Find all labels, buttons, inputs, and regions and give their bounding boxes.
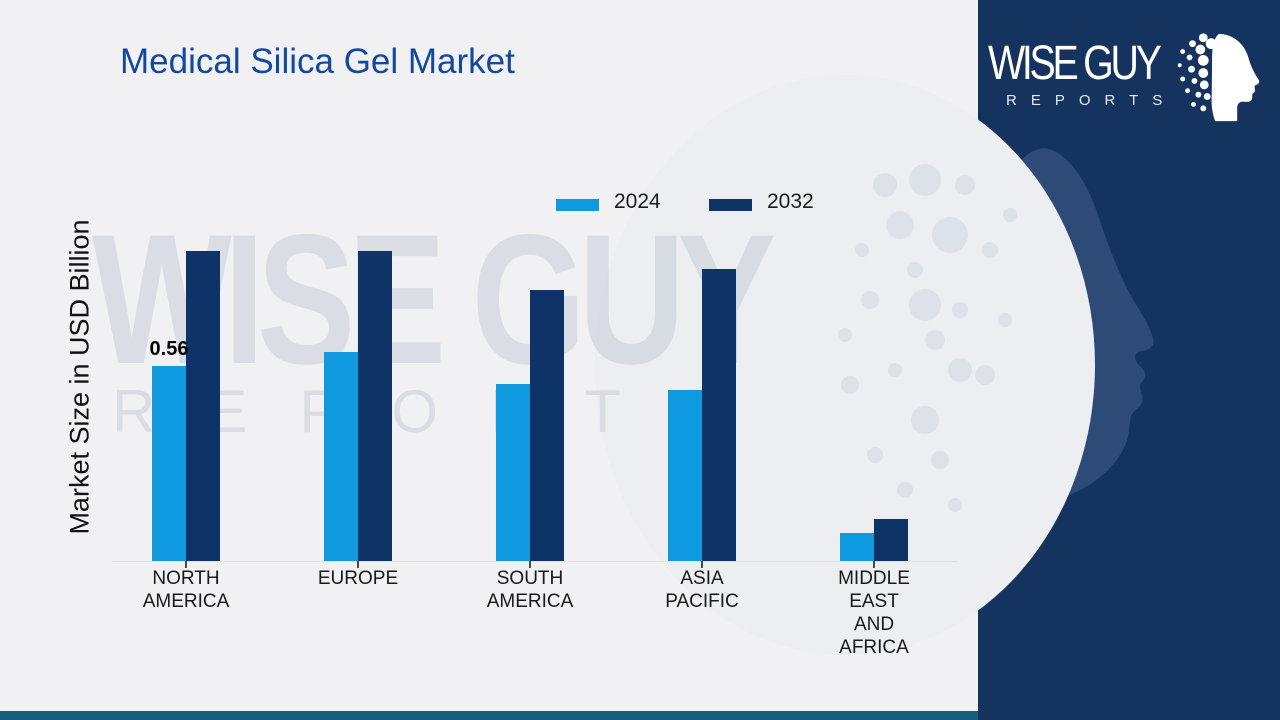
bar-2032-north-america	[186, 251, 220, 561]
watermark-dot	[931, 451, 949, 469]
watermark-dot	[861, 291, 879, 309]
legend-label-2032: 2032	[767, 190, 814, 213]
watermark-dot	[841, 376, 859, 394]
watermark-dot	[886, 211, 914, 239]
watermark-dot	[897, 482, 913, 498]
watermark-dot	[873, 173, 897, 197]
x-axis-tick-asia-pacific	[701, 561, 703, 568]
bar-2032-middle-east-and-africa	[874, 519, 908, 561]
watermark-dot	[932, 217, 968, 253]
bar-2032-south-america	[530, 290, 564, 561]
y-axis-label: Market Size in USD Billion	[64, 219, 95, 535]
watermark-dot	[911, 406, 939, 434]
head-profile-dots-icon	[1177, 33, 1260, 122]
watermark-dot	[925, 330, 945, 350]
watermark-dot	[948, 358, 972, 382]
page-title: Medical Silica Gel Market	[120, 42, 515, 81]
watermark-dot	[975, 365, 995, 385]
bar-2024-europe	[324, 352, 358, 561]
x-axis-tick-europe	[357, 561, 359, 568]
x-axis-tick-south-america	[529, 561, 531, 568]
category-label-north-america: NORTH AMERICA	[142, 568, 230, 612]
watermark-dot	[982, 242, 998, 258]
footer-teal-strip	[0, 711, 1280, 720]
x-axis-line	[112, 561, 957, 562]
chart-legend: 2024 2032	[540, 188, 850, 224]
category-label-europe: EUROPE	[317, 568, 399, 589]
legend-swatch-2024	[556, 199, 599, 211]
bar-2032-asia-pacific	[702, 269, 736, 561]
watermark-dot	[867, 447, 883, 463]
category-label-middle-east-and-africa: MIDDLE EAST AND AFRICA	[838, 568, 910, 658]
logo-reports-text: REPORTS	[1006, 92, 1177, 109]
watermark-dot	[909, 289, 941, 321]
watermark-dot	[952, 302, 968, 318]
watermark-dot	[955, 175, 975, 195]
bar-2024-asia-pacific	[668, 390, 702, 561]
legend-swatch-2032	[709, 199, 752, 211]
watermark-dot	[888, 363, 902, 377]
legend-label-2024: 2024	[614, 190, 661, 213]
watermark-dot	[838, 328, 852, 342]
bar-2024-middle-east-and-africa	[840, 533, 874, 561]
logo-wiseguy-text: WISE GUY	[988, 37, 1162, 90]
watermark-dot	[948, 498, 962, 512]
bar-2024-south-america	[496, 384, 530, 561]
watermark-dot	[907, 262, 923, 278]
data-label-north-america-2024: 0.56	[149, 338, 189, 360]
category-label-asia-pacific: ASIA PACIFIC	[665, 568, 739, 612]
x-axis-tick-middle-east-and-africa	[873, 561, 875, 568]
bar-2024-north-america	[152, 366, 186, 561]
watermark-dot	[855, 243, 869, 257]
x-axis-tick-north-america	[185, 561, 187, 568]
bar-2032-europe	[358, 251, 392, 561]
watermark-dot	[909, 164, 941, 196]
category-label-south-america: SOUTH AMERICA	[486, 568, 574, 612]
